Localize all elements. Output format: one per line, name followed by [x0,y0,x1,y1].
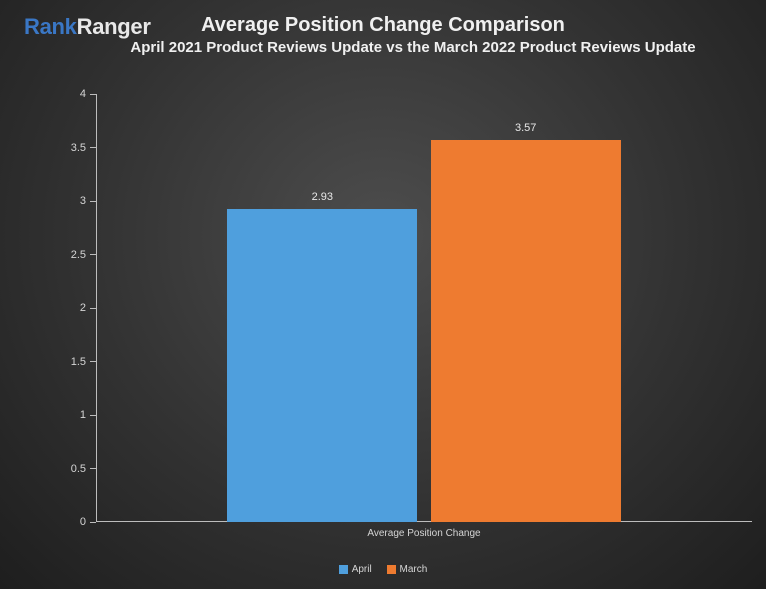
y-tick-mark [90,468,96,469]
y-tick-label: 1.5 [71,356,86,368]
legend-item-april: April [339,564,372,575]
y-tick-label: 0.5 [71,463,86,475]
bar-april: 2.93 [227,209,417,523]
y-tick-label: 0 [80,516,86,528]
bar-value-label: 3.57 [515,122,536,134]
y-tick-label: 3 [80,195,86,207]
legend-swatch-april [339,565,348,574]
x-axis-category-label: Average Position Change [367,528,480,539]
y-tick-label: 3.5 [71,142,86,154]
chart-container: RankRanger Average Position Change Compa… [0,0,766,589]
legend-item-march: March [387,564,428,575]
bar-value-label: 2.93 [312,191,333,203]
chart-subtitle: April 2021 Product Reviews Update vs the… [0,39,766,56]
y-tick-mark [90,254,96,255]
y-tick-label: 2.5 [71,249,86,261]
y-tick-mark [90,361,96,362]
y-axis-line [96,94,97,522]
legend-swatch-march [387,565,396,574]
x-axis-line [96,521,752,522]
legend-label-april: April [352,564,372,575]
legend-label-march: March [400,564,428,575]
y-tick-mark [90,415,96,416]
plot-area: Average Position Change 00.511.522.533.5… [96,94,752,522]
y-tick-mark [90,201,96,202]
chart-titles: Average Position Change Comparison April… [0,14,766,56]
bar-march: 3.57 [431,140,621,522]
y-tick-mark [90,147,96,148]
chart-title: Average Position Change Comparison [0,14,766,37]
chart-legend: April March [0,564,766,577]
y-tick-mark [90,522,96,523]
y-tick-label: 2 [80,302,86,314]
y-tick-label: 4 [80,88,86,100]
y-tick-mark [90,94,96,95]
y-tick-mark [90,308,96,309]
y-tick-label: 1 [80,409,86,421]
